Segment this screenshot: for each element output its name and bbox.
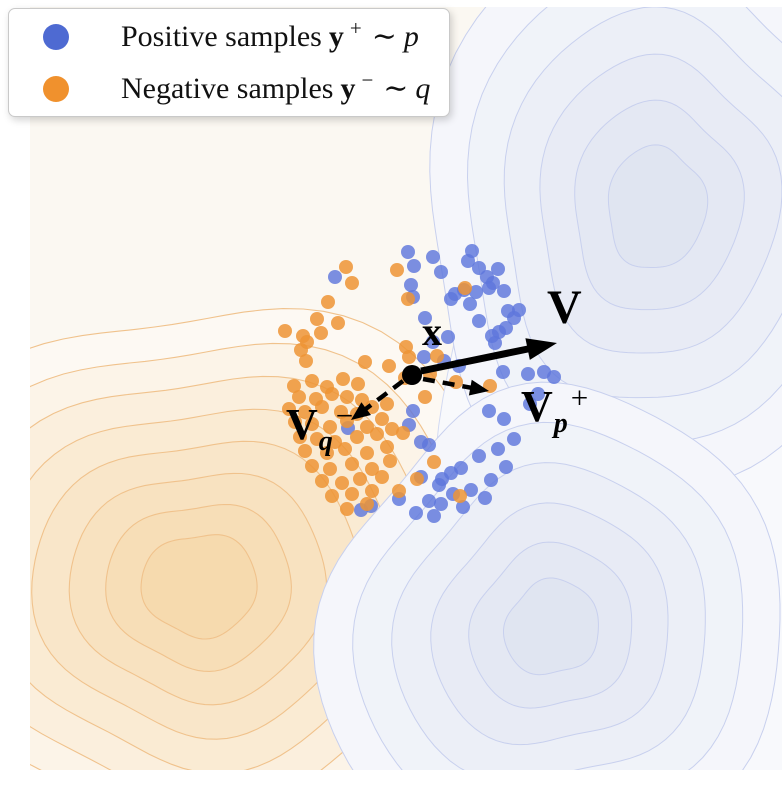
positive-samples-marker-icon (43, 23, 69, 50)
vq-label-superscript: − (335, 398, 354, 433)
positive-label-distribution: p (403, 20, 419, 53)
figure-svg (30, 7, 782, 770)
vector-vq-minus-label: Vq− (286, 400, 353, 456)
negative-label-tilde: ∼ (383, 72, 409, 105)
vector-v-label: V (547, 281, 582, 334)
vp-label-main: V (521, 382, 553, 431)
vp-label-subscript: p (553, 408, 568, 439)
query-point-label: x (422, 309, 442, 354)
negative-samples-label: Negative samples y − ∼ q (121, 68, 431, 106)
negative-label-distribution: q (415, 72, 431, 105)
legend-item-negative: Negative samples y − ∼ q (43, 68, 449, 109)
vq-label-subscript: q (318, 426, 333, 457)
negative-label-superscript: − (361, 68, 374, 92)
positive-label-superscript: + (349, 16, 362, 40)
negative-samples-marker-icon (43, 75, 69, 102)
legend: Positive samples y + ∼ p Negative samples y − ∼… (8, 8, 450, 117)
negative-label-prefix: Negative samples (121, 72, 334, 105)
positive-samples-label: Positive samples y + ∼ p (121, 16, 419, 54)
positive-label-prefix: Positive samples (121, 20, 322, 53)
legend-item-positive: Positive samples y + ∼ p (43, 16, 449, 57)
positive-label-tilde: ∼ (371, 20, 397, 53)
positive-label-variable: y (328, 20, 344, 53)
vp-label-superscript: + (570, 380, 589, 415)
negative-label-variable: y (340, 72, 356, 105)
vq-label-main: V (286, 400, 318, 449)
plot-area: x V Vp+ Vq− (30, 7, 782, 770)
vector-vp-plus-label: Vp+ (521, 382, 588, 438)
